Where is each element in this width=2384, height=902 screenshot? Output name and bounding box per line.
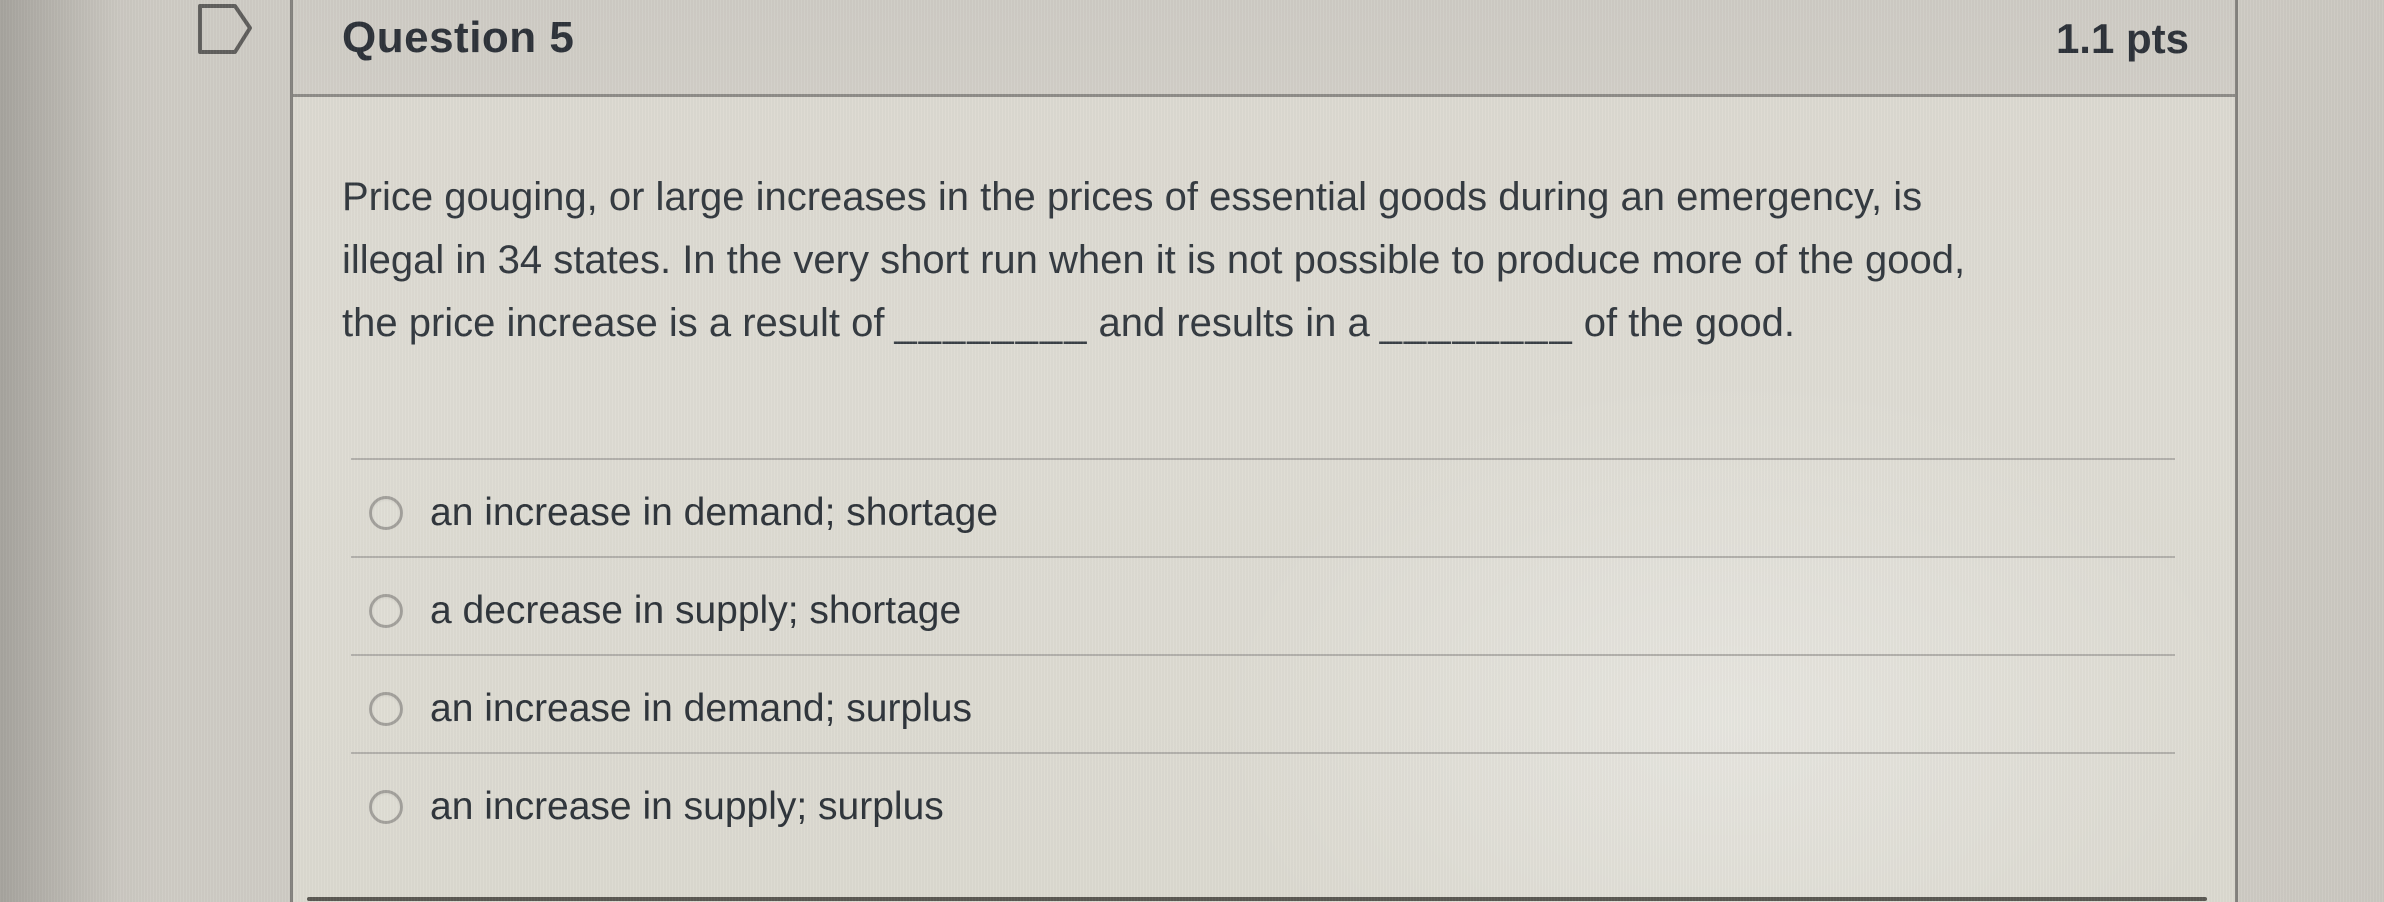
question-header: Question 5 1.1 pts xyxy=(293,0,2235,97)
answer-option-row[interactable]: a decrease in supply; shortage xyxy=(351,556,2175,654)
radio-button[interactable] xyxy=(369,496,403,530)
answer-option-row[interactable]: an increase in demand; surplus xyxy=(351,654,2175,752)
answer-option-label: an increase in demand; surplus xyxy=(430,687,972,730)
question-title: Question 5 xyxy=(342,13,575,62)
question-text-line: illegal in 34 states. In the very short … xyxy=(342,238,1966,282)
question-panel: Question 5 1.1 pts Price gouging, or lar… xyxy=(290,0,2238,902)
question-points: 1.1 pts xyxy=(2055,15,2189,62)
question-text: Price gouging, or large increases in the… xyxy=(342,166,2192,355)
flag-question-icon[interactable] xyxy=(196,2,254,56)
question-text-line: the price increase is a result of _______… xyxy=(342,292,2192,355)
radio-button[interactable] xyxy=(369,594,403,628)
question-text-line: Price gouging, or large increases in the… xyxy=(342,175,1923,219)
answer-option-label: a decrease in supply; shortage xyxy=(430,589,962,632)
radio-button[interactable] xyxy=(369,790,403,824)
question-text-segment: the price increase is a result of xyxy=(342,301,885,345)
answer-options-list: an increase in demand; shortage a decrea… xyxy=(293,458,2235,850)
answer-option-row[interactable]: an increase in supply; surplus xyxy=(351,752,2175,850)
answer-option-label: an increase in supply; surplus xyxy=(430,785,944,828)
flag-pentagon-glyph xyxy=(198,4,252,54)
radio-button[interactable] xyxy=(369,692,403,726)
fill-in-blank: ________ xyxy=(894,301,1089,345)
answer-option-row[interactable]: an increase in demand; shortage xyxy=(351,458,2175,556)
fill-in-blank: ________ xyxy=(1379,301,1574,345)
question-text-segment: of the good. xyxy=(1583,301,1795,345)
question-text-segment: and results in a xyxy=(1098,301,1370,345)
answer-option-label: an increase in demand; shortage xyxy=(430,491,999,534)
panel-bottom-edge xyxy=(307,897,2207,901)
